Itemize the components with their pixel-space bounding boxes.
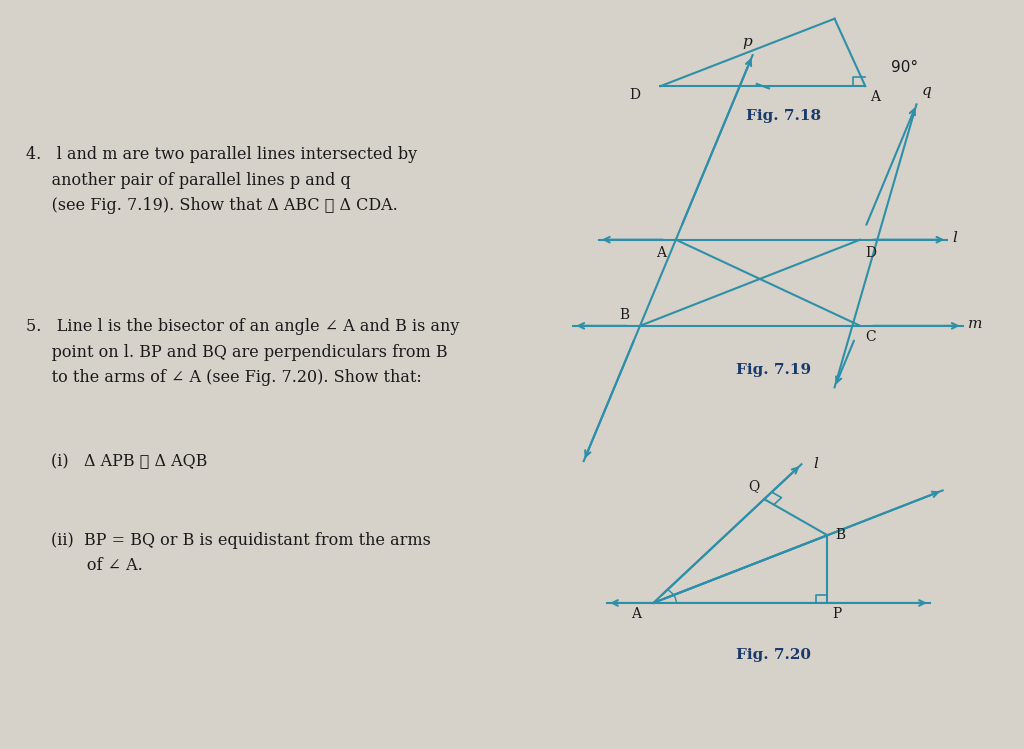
Text: q: q [922,85,932,98]
Text: (ii)  BP = BQ or B is equidistant from the arms
       of ∠ A.: (ii) BP = BQ or B is equidistant from th… [51,532,431,574]
Text: (i)   Δ APB ≅ Δ AQB: (i) Δ APB ≅ Δ AQB [51,453,208,470]
Text: C: C [865,330,876,344]
Text: m: m [968,318,982,331]
Text: P: P [833,607,842,621]
Text: Fig. 7.20: Fig. 7.20 [735,648,811,662]
Text: Fig. 7.19: Fig. 7.19 [735,363,811,377]
Text: l: l [952,231,957,245]
Text: B: B [620,308,630,322]
Text: p: p [742,35,753,49]
Text: A: A [631,607,641,621]
Text: Q: Q [748,479,759,493]
Text: D: D [865,246,877,260]
Text: l: l [814,457,818,471]
Text: B: B [836,528,846,542]
Text: 5.   Line l is the bisector of an angle ∠ A and B is any
     point on l. BP and: 5. Line l is the bisector of an angle ∠ … [26,318,459,386]
Text: A: A [655,246,666,260]
Text: Fig. 7.18: Fig. 7.18 [745,109,821,123]
Text: 4.   l and m are two parallel lines intersected by
     another pair of parallel: 4. l and m are two parallel lines inters… [26,146,417,214]
Text: A: A [870,90,881,104]
Text: 90°: 90° [891,60,918,75]
Text: D: D [629,88,640,103]
